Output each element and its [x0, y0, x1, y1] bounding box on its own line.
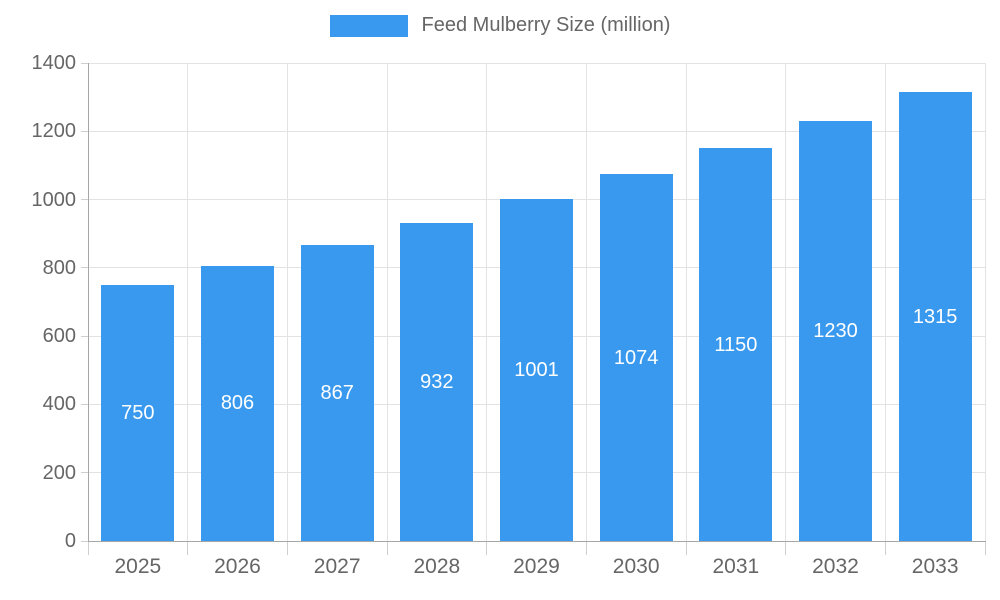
bar	[599, 174, 673, 541]
x-tick-mark	[486, 541, 488, 555]
x-gridline	[486, 63, 488, 541]
bar-value-label: 750	[121, 401, 155, 424]
bar-value-label: 867	[320, 381, 354, 404]
x-tick-label: 2030	[612, 555, 660, 578]
x-tick-mark	[87, 541, 89, 555]
bar	[101, 284, 175, 541]
x-tick-label: 2028	[413, 555, 461, 578]
y-tick-label: 0	[64, 530, 76, 552]
bar	[400, 222, 474, 541]
y-tick-mark	[81, 335, 88, 337]
x-gridline	[884, 63, 886, 541]
x-gridline	[785, 63, 787, 541]
x-tick-mark	[984, 541, 986, 555]
x-gridline	[187, 63, 189, 541]
legend-label: Feed Mulberry Size (million)	[421, 14, 671, 36]
y-tick-mark	[81, 199, 88, 201]
y-tick-label: 800	[42, 256, 76, 279]
y-tick-mark	[81, 540, 88, 542]
y-tick-label: 1400	[31, 52, 77, 74]
x-tick-label: 2032	[812, 555, 859, 578]
x-tick-label: 2031	[712, 555, 760, 578]
x-tick-mark	[286, 541, 288, 555]
bar-value-label: 1001	[514, 359, 559, 382]
x-tick-label: 2027	[313, 555, 361, 578]
y-gridline	[88, 62, 985, 64]
x-tick-mark	[187, 541, 189, 555]
x-gridline	[984, 63, 986, 541]
x-tick-mark	[585, 541, 587, 555]
y-tick-mark	[81, 267, 88, 269]
x-tick-label: 2025	[114, 555, 162, 578]
y-gridline	[88, 130, 985, 132]
bar	[799, 121, 872, 541]
x-tick-mark	[884, 541, 886, 555]
bar	[300, 244, 374, 541]
y-tick-label: 600	[42, 325, 76, 348]
bar-value-label: 1230	[813, 320, 858, 343]
bar-value-label: 1074	[613, 346, 659, 369]
x-gridline	[386, 63, 388, 541]
y-tick-mark	[81, 472, 88, 474]
y-tick-label: 1200	[31, 120, 77, 143]
bar	[500, 199, 573, 541]
y-tick-mark	[81, 130, 88, 132]
bar-value-label: 806	[220, 392, 255, 415]
bar	[201, 265, 274, 541]
x-tick-mark	[386, 541, 388, 555]
x-tick-mark	[785, 541, 787, 555]
bar-value-label: 1150	[714, 333, 758, 356]
bar	[898, 92, 972, 541]
bar	[699, 148, 773, 541]
y-tick-label: 400	[42, 393, 76, 416]
legend-swatch	[329, 14, 408, 37]
chart-legend[interactable]: Feed Mulberry Size (million)	[0, 14, 1000, 37]
y-tick-label: 1000	[31, 188, 77, 211]
y-tick-mark	[81, 403, 88, 405]
x-gridline	[585, 63, 587, 541]
y-axis-line	[88, 63, 89, 541]
x-gridline	[286, 63, 288, 541]
x-axis-line	[88, 541, 986, 542]
bar-value-label: 1315	[912, 305, 958, 328]
x-tick-mark	[685, 541, 687, 555]
x-tick-label: 2026	[214, 555, 261, 578]
x-tick-label: 2029	[513, 555, 560, 578]
y-tick-label: 200	[42, 461, 76, 484]
plot-area: 750 806 867 932 1001 1074 1150 1230 1315	[88, 62, 986, 541]
bar-value-label: 932	[420, 370, 454, 393]
x-tick-label: 2033	[911, 555, 959, 578]
y-tick-mark	[81, 62, 88, 64]
x-gridline	[685, 63, 687, 541]
